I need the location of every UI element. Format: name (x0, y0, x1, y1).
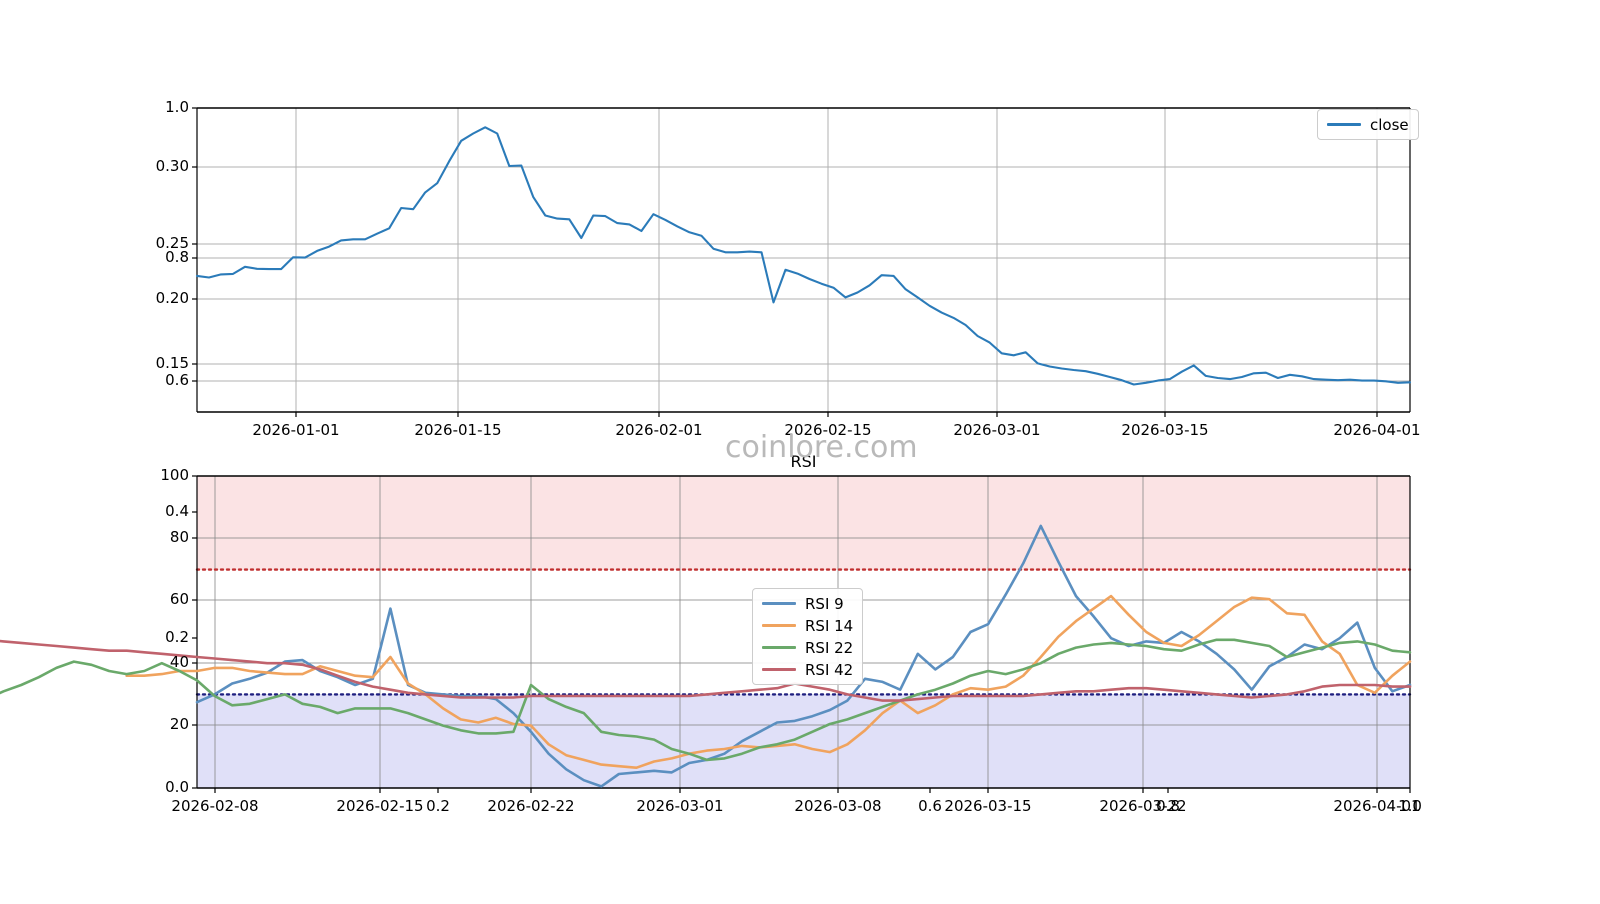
price-ytick-label: 0.15 (155, 354, 189, 372)
price-xtick-label: 2026-03-15 (1121, 421, 1209, 439)
price-ytick-label: 0.30 (155, 157, 189, 175)
rsi-ytick-label: 0.0 (165, 778, 189, 796)
rsi-ytick-label: 40 (169, 653, 189, 671)
price-xtick-label: 2026-02-01 (615, 421, 703, 439)
rsi-overbought-band (197, 476, 1410, 570)
price-ytick-label: 1.0 (165, 98, 189, 116)
legend-entry[interactable]: RSI 9 (762, 594, 853, 613)
legend-label: RSI 42 (805, 660, 854, 679)
rsi-xtick-label: 2026-02-08 (171, 797, 259, 815)
legend-swatch-rsi-14 (762, 624, 796, 627)
price-xtick-label: 2026-02-15 (784, 421, 872, 439)
legend-entry[interactable]: RSI 42 (762, 660, 854, 679)
rsi-xtick-label: 1.0 (1398, 797, 1422, 815)
rsi-xtick-label: 2026-02-15 (336, 797, 424, 815)
rsi-legend: RSI 9 RSI 14 RSI 22 RSI 42 (752, 588, 864, 685)
rsi-xtick-label: 0.6 (918, 797, 942, 815)
legend-label: RSI 14 (805, 616, 854, 635)
rsi-xtick-label: 2026-03-15 (944, 797, 1032, 815)
rsi-xtick-label: 2026-02-22 (487, 797, 575, 815)
rsi-xtick-label: 2026-03-08 (794, 797, 882, 815)
legend-label: RSI 9 (805, 594, 844, 613)
price-ytick-label: 0.6 (165, 371, 189, 389)
price-ytick-label: 0.25 (155, 234, 189, 252)
rsi-xtick-label: 2026-03-01 (636, 797, 724, 815)
rsi-ytick-label: 60 (169, 590, 189, 608)
price-xtick-label: 2026-01-15 (414, 421, 502, 439)
legend-swatch-rsi-22 (762, 646, 796, 649)
rsi-line-rsi-22 (0, 638, 1412, 762)
rsi-xtick-label: 0.2 (426, 797, 450, 815)
legend-label: close (1370, 115, 1409, 134)
rsi-xtick-label: 2026-04-01 (1333, 797, 1421, 815)
legend-entry[interactable]: RSI 14 (762, 616, 854, 635)
coinlore-watermark: coinlore.com (725, 430, 918, 465)
rsi-panel-title: RSI (790, 452, 817, 471)
price-line-close (195, 126, 1412, 386)
rsi-ytick-label: 80 (169, 528, 189, 546)
rsi-line-rsi-9 (195, 524, 1412, 788)
rsi-xtick-label: 0.8 (1156, 797, 1180, 815)
legend-swatch-close (1327, 123, 1361, 126)
price-legend: close (1317, 109, 1419, 140)
price-ytick-label: 0.8 (165, 248, 189, 266)
price-ytick-label: 0.20 (155, 289, 189, 307)
price-panel-background (197, 108, 1410, 412)
rsi-ytick-label: 0.4 (165, 502, 189, 520)
legend-label: RSI 22 (805, 638, 854, 657)
price-xtick-label: 2026-01-01 (252, 421, 340, 439)
legend-swatch-rsi-42 (762, 668, 796, 671)
rsi-ytick-label: 0.2 (165, 628, 189, 646)
rsi-ytick-label: 100 (160, 466, 189, 484)
rsi-xtick-label: 2026-03-22 (1099, 797, 1187, 815)
rsi-ytick-label: 20 (169, 715, 189, 733)
price-xtick-label: 2026-04-01 (1333, 421, 1421, 439)
rsi-line-rsi-42 (0, 639, 1412, 702)
legend-swatch-rsi-9 (762, 602, 796, 605)
price-xtick-label: 2026-03-01 (953, 421, 1041, 439)
legend-entry[interactable]: close (1327, 115, 1409, 134)
legend-entry[interactable]: RSI 22 (762, 638, 854, 657)
